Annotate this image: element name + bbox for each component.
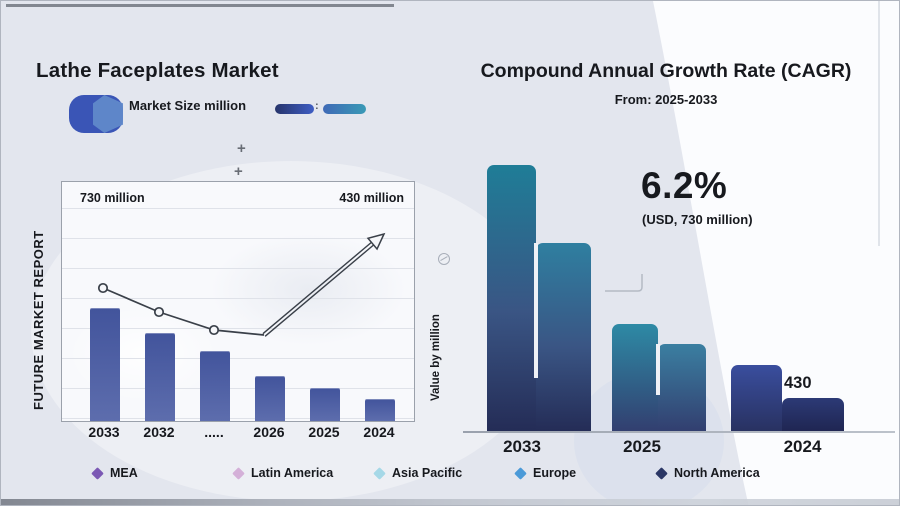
trend-marker-1 [153,306,165,318]
legend-label: North America [674,466,760,480]
x-label-2032: 2032 [143,424,175,440]
right-chart-baseline [463,431,895,433]
bar-2024-primary [731,365,782,432]
legend-item-europe: Europe [514,466,577,480]
x-label-2025: 2025 [308,424,340,440]
trend-arrow-head [366,232,386,251]
bar-2025-secondary [658,344,706,432]
gridlines [62,208,414,421]
legend-label: Europe [533,466,577,480]
step-decor-line [605,274,643,292]
bar-group-2033 [487,165,591,432]
right-x-label-2024: 2024 [783,437,822,456]
bar-group-2025 [612,324,706,432]
circle-slash-icon [438,253,450,265]
ratio-separator: : [315,100,319,112]
trend-decline-line [102,287,265,336]
annotation-730-million: 730 million [80,191,145,205]
trend-marker-2 [208,324,220,336]
left-x-axis-labels: 2033 2032..... 2026 2025 2024 [61,424,415,442]
plus-icon: + [234,163,243,180]
diamond-icon [232,466,245,480]
right-chart-title: Compound Annual Growth Rate (CAGR) [480,60,852,82]
bar-2032 [145,333,175,421]
bar-2026 [255,376,285,421]
diamond-icon [91,466,104,480]
bar-notch [534,243,538,378]
bottom-edge-strip [1,499,899,505]
trend-arrow-shaft [262,238,376,335]
bar-notch [656,344,660,395]
trend-marker-0 [97,282,109,294]
value-label-430: 430 [784,374,812,392]
x-label-2026: 2026 [253,424,285,440]
ratio-pill-dark [275,104,314,114]
trend-line-arrow [97,232,386,337]
region-legend: MEA Latin America Asia Pacific Europe North … [1,466,899,486]
diamond-icon [655,466,668,480]
plus-icon: + [237,140,246,157]
right-x-label-2033: 2033 [503,437,541,456]
left-chart-plot-area: 730 million 430 million [61,181,415,422]
bar-2033-primary [487,165,536,432]
ratio-pill-teal [323,104,366,114]
legend-label: MEA [110,466,138,480]
diamond-icon [514,466,527,480]
cylinder-icon [69,95,123,133]
bar-2025-primary [612,324,658,432]
bar-2033 [90,308,120,421]
legend-item-latin-america: Latin America [232,466,334,480]
annotation-430-million: 430 million [339,191,404,205]
bar-2033-secondary [536,243,591,432]
bar-..... [200,351,230,421]
legend-item-north-america: North America [655,466,760,480]
left-bars-container [62,308,414,421]
legend-label: Asia Pacific [392,466,463,480]
top-border-line [6,4,394,7]
right-x-label-2025: 2025 [623,437,661,456]
cylinder-icon-face [93,95,123,133]
legend-item-mea: MEA [91,466,138,480]
bar-group-2024 [731,365,844,432]
bar-2025 [310,388,340,421]
cagr-value: 6.2% [641,165,728,206]
bar-2024 [365,399,395,421]
x-label-2033: 2033 [88,424,120,440]
market-size-legend-label: Market Size million [129,98,247,113]
cagr-usd-note: (USD, 730 million) [642,212,753,227]
x-label-2024: 2024 [363,424,395,440]
right-chart-subtitle: From: 2025-2033 [614,92,718,107]
x-label-.....: ..... [204,424,224,440]
trend-arrow-shaft [264,241,378,337]
legend-item-asia-pacific: Asia Pacific [373,466,463,480]
left-chart-title: Lathe Faceplates Market [36,59,279,82]
bar-2024-secondary [782,398,844,432]
legend-label: Latin America [251,466,334,480]
diamond-icon [373,466,386,480]
